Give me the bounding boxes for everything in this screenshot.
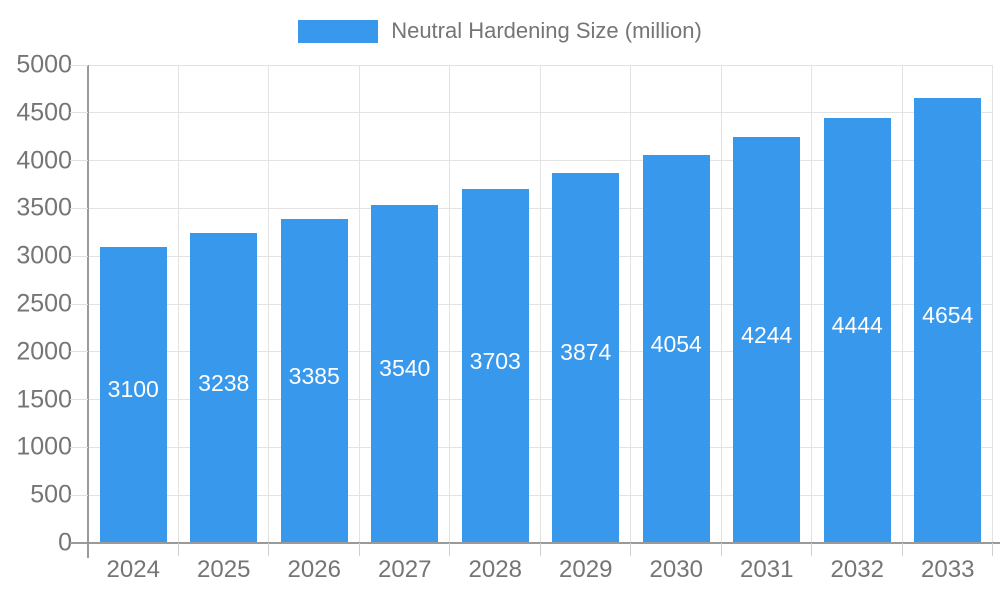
gridline-vertical	[901, 65, 903, 543]
x-axis-tick	[811, 543, 812, 556]
legend-swatch-icon	[298, 19, 379, 43]
bar-2032: 4444	[823, 118, 891, 543]
y-axis-tick	[70, 351, 88, 353]
y-axis-tick-label: 4000	[16, 146, 72, 175]
y-axis-tick	[70, 207, 88, 209]
bar-value-label: 3100	[107, 376, 159, 403]
gridline-horizontal	[88, 351, 993, 353]
gridline-horizontal	[88, 494, 993, 496]
y-axis-tick	[70, 494, 88, 496]
gridline-vertical	[630, 65, 631, 543]
x-axis-tick	[720, 543, 722, 556]
bar-value-label: 4444	[831, 312, 883, 339]
x-axis-tick-label: 2025	[197, 556, 251, 583]
y-axis-tick-label: 4500	[16, 98, 72, 127]
gridline-horizontal	[88, 160, 993, 162]
y-axis-tick-label: 2000	[16, 337, 72, 366]
x-axis-tick-label: 2031	[740, 556, 794, 583]
y-axis-tick-label: 1500	[16, 385, 72, 414]
y-axis-tick	[70, 64, 88, 66]
x-axis-tick	[177, 543, 179, 556]
y-axis-tick-label: 0	[58, 528, 72, 557]
y-axis-tick	[70, 399, 88, 401]
bar-value-label: 3238	[198, 369, 250, 396]
bar-value-label: 4244	[741, 321, 793, 348]
gridline-vertical	[539, 65, 541, 543]
y-axis-tick	[70, 255, 88, 257]
y-axis-tick-label: 5000	[16, 50, 72, 79]
bar-value-label: 4654	[922, 302, 974, 329]
x-axis-tick-label: 2029	[559, 556, 613, 583]
legend-label: Neutral Hardening Size (million)	[391, 18, 702, 43]
gridline-vertical	[449, 65, 450, 543]
bar-2030: 4054	[642, 155, 710, 543]
bar-value-label: 3540	[379, 355, 431, 382]
x-axis-tick	[449, 543, 450, 556]
bar-2026: 3385	[280, 219, 348, 543]
y-axis-line	[87, 65, 89, 558]
bar-2024: 3100	[99, 246, 167, 543]
bar-2033: 4654	[914, 98, 982, 543]
bar-2025: 3238	[190, 233, 258, 543]
x-axis-tick-label: 2028	[468, 556, 522, 583]
gridline-vertical	[268, 65, 269, 543]
x-axis-labels: 2024 2025 2026 2027 2028 2029 2030 2031 2032 2033	[88, 556, 993, 588]
x-axis-tick	[630, 543, 631, 556]
x-axis-tick	[358, 543, 360, 556]
gridline-vertical	[720, 65, 722, 543]
x-axis-line	[70, 542, 1000, 544]
x-axis-tick-label: 2032	[830, 556, 884, 583]
x-axis-tick	[992, 543, 993, 556]
y-axis-tick	[70, 112, 88, 114]
x-axis-tick-label: 2026	[287, 556, 341, 583]
x-axis-tick-label: 2033	[921, 556, 975, 583]
y-axis-tick-label: 1000	[16, 432, 72, 461]
bar-2029: 3874	[552, 172, 620, 543]
bar-value-label: 3874	[560, 339, 612, 366]
gridline-horizontal	[88, 255, 993, 257]
gridline-vertical	[992, 65, 993, 543]
gridline-vertical	[811, 65, 812, 543]
bar-2027: 3540	[371, 204, 439, 543]
y-axis-tick-label: 3500	[16, 193, 72, 222]
bar-2031: 4244	[733, 137, 801, 543]
x-axis-tick	[901, 543, 903, 556]
plot-area: 3100 3238 3385 3540 3703 3874 4054 4244 4444 4654	[88, 64, 993, 543]
gridline-vertical	[177, 65, 179, 543]
y-axis-tick	[70, 160, 88, 162]
gridline-horizontal	[88, 303, 993, 305]
y-axis-tick	[70, 303, 88, 305]
bar-2028: 3703	[461, 189, 529, 543]
x-axis-tick	[539, 543, 541, 556]
y-axis-labels: 0 500 1000 1500 2000 2500 3000 3500 4000 4500 5000	[0, 51, 72, 557]
gridline-horizontal	[88, 207, 993, 209]
gridline-horizontal	[88, 399, 993, 401]
gridline-horizontal	[88, 64, 993, 66]
y-axis-tick-label: 3000	[16, 241, 72, 270]
y-axis-tick	[70, 446, 88, 448]
x-axis-tick-label: 2030	[649, 556, 703, 583]
y-axis-tick-label: 500	[30, 480, 72, 509]
x-axis-tick-label: 2024	[106, 556, 160, 583]
y-axis-tick-label: 2500	[16, 289, 72, 318]
bar-value-label: 3385	[288, 362, 340, 389]
gridline-horizontal	[88, 112, 993, 114]
gridline-vertical	[358, 65, 360, 543]
legend[interactable]: Neutral Hardening Size (million)	[0, 17, 1000, 45]
x-axis-tick	[268, 543, 269, 556]
gridline-horizontal	[88, 446, 993, 448]
bar-value-label: 3703	[469, 347, 521, 374]
x-axis-tick-label: 2027	[378, 556, 432, 583]
bar-value-label: 4054	[650, 330, 702, 357]
